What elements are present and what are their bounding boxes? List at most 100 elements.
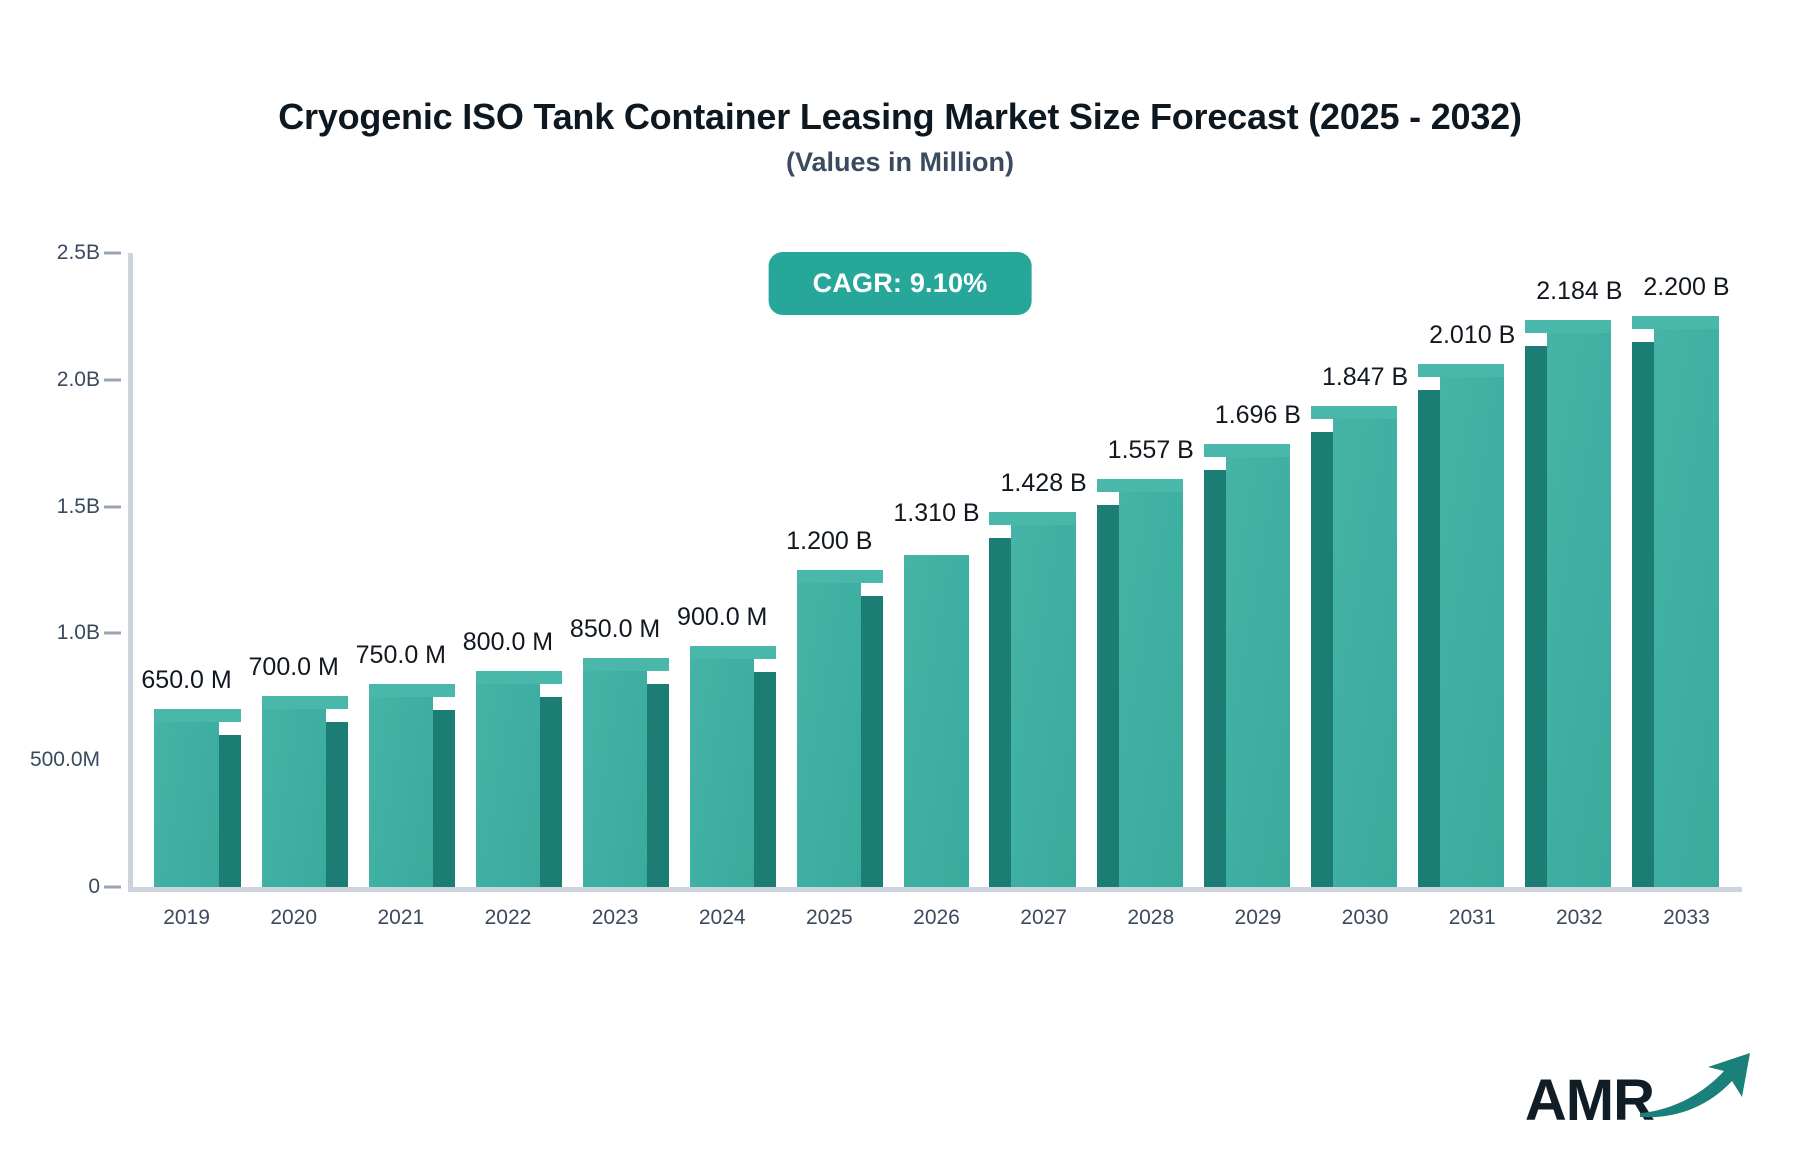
amr-logo: AMR [1524,1051,1758,1133]
bar-top-face [154,709,241,723]
x-axis-line [128,887,1742,892]
bar-2032[interactable] [1525,320,1612,887]
bar-side-face [325,722,348,887]
y-axis-tick-mark [104,631,121,635]
bar-top-face [1203,443,1291,457]
bar-front-face [475,684,541,887]
bar-side-face [432,709,455,887]
x-axis-tick-label: 2022 [484,906,532,929]
y-axis-tick-label: 1.0B [56,621,100,645]
bar-side-face [1525,346,1548,887]
x-axis-tick-label: 2025 [806,906,853,929]
x-axis-tick-label: 2020 [270,906,318,929]
bar-top-face [1096,479,1183,493]
x-axis-tick-label: 2028 [1127,906,1175,929]
x-axis-tick-label: 2029 [1234,906,1282,929]
bar-2033[interactable] [1632,316,1719,887]
x-axis-tick-label: 2032 [1555,906,1603,929]
bar-value-label: 1.847 B [1321,362,1409,391]
bar-value-label: 750.0 M [355,640,446,669]
bar-2025[interactable] [797,569,884,887]
bar-side-face [1310,431,1333,887]
bar-front-face [1011,524,1076,887]
y-axis-tick-mark [104,885,121,889]
amr-logo-text: AMR [1524,1067,1655,1133]
y-axis-tick-mark [104,505,121,509]
bar-top-face [261,696,348,710]
bar-value-label: 2.010 B [1429,321,1516,350]
bar-front-face [154,722,219,887]
y-axis-line [128,253,133,887]
bar-top-face [368,683,455,697]
bar-value-label: 1.557 B [1107,436,1194,465]
x-axis-tick-label: 2027 [1020,906,1067,929]
bar-front-face [1225,456,1291,887]
bar-2027[interactable] [989,511,1076,887]
bar-side-face [1096,505,1119,887]
x-axis-tick-label: 2023 [591,906,639,929]
y-axis-tick-mark [104,251,121,255]
bar-top-face [582,658,670,672]
bar-top-face [475,671,563,685]
cagr-badge: CAGR: 9.10% [768,252,1032,315]
bar-value-label: 800.0 M [462,628,554,657]
bar-top-face [1525,320,1612,334]
bar-2020[interactable] [261,696,348,887]
bar-2019[interactable] [154,709,241,887]
bar-value-label: 2.184 B [1536,277,1623,306]
bar-value-label: 2.200 B [1643,273,1730,302]
bar-2021[interactable] [368,683,455,887]
page-title: Cryogenic ISO Tank Container Leasing Mar… [278,96,1522,137]
bar-front-face [368,696,433,887]
bar-value-label: 1.200 B [786,526,873,555]
y-axis-tick-label: 500.0M [29,748,100,772]
bar-2028[interactable] [1096,479,1183,887]
bar-front-face [1440,377,1505,887]
y-axis-tick-label: 0 [88,875,100,898]
bar-side-face [861,595,884,887]
y-axis-tick-mark [104,378,121,382]
bar-side-face [1203,469,1226,887]
bar-2026[interactable] [904,554,969,887]
bar-value-label: 650.0 M [141,666,232,695]
y-axis-tick-label: 1.5B [56,494,100,518]
bar-front-face [797,582,862,887]
bar-value-label: 850.0 M [569,615,661,644]
bar-2030[interactable] [1310,405,1398,887]
bar-top-face [797,569,884,583]
bar-2023[interactable] [582,658,670,887]
bar-value-label: 1.310 B [893,498,980,527]
bar-front-face [582,671,648,887]
bar-front-face [904,554,969,887]
bar-value-label: 700.0 M [248,653,339,682]
y-axis-ticks: 0 500.0M 1.0B 1.5B 2.0B 2.5B [0,0,121,1156]
bar-front-face [690,658,755,887]
bar-value-label: 1.428 B [1000,468,1087,497]
bar-2031[interactable] [1418,364,1505,887]
bar-top-face [1310,405,1398,419]
y-axis-tick-label: 2.0B [56,367,100,391]
y-axis-tick-label: 2.5B [56,241,100,264]
bar-front-face [1547,333,1612,887]
bar-front-face [1654,329,1719,887]
bar-top-face [989,511,1076,525]
bar-top-face [690,645,777,659]
plot-area [133,253,1740,887]
x-axis-tick-label: 2024 [698,906,746,929]
x-axis-tick-label: 2033 [1663,906,1710,929]
x-axis-tick-label: 2026 [913,906,960,929]
bar-side-face [1418,390,1441,887]
x-axis-tick-label: 2021 [377,906,425,929]
bar-2022[interactable] [475,671,563,887]
bar-side-face [754,671,777,887]
x-axis-tick-label: 2030 [1341,906,1389,929]
bar-top-face [1632,316,1719,330]
bar-front-face [261,709,326,887]
bar-side-face [218,735,241,887]
bar-side-face [540,697,563,887]
growth-arrow-icon [1638,1051,1758,1126]
bar-2024[interactable] [690,645,777,887]
bar-2029[interactable] [1203,443,1291,887]
bar-value-label: 900.0 M [677,602,768,631]
chart-subtitle: (Values in Million) [785,147,1015,177]
